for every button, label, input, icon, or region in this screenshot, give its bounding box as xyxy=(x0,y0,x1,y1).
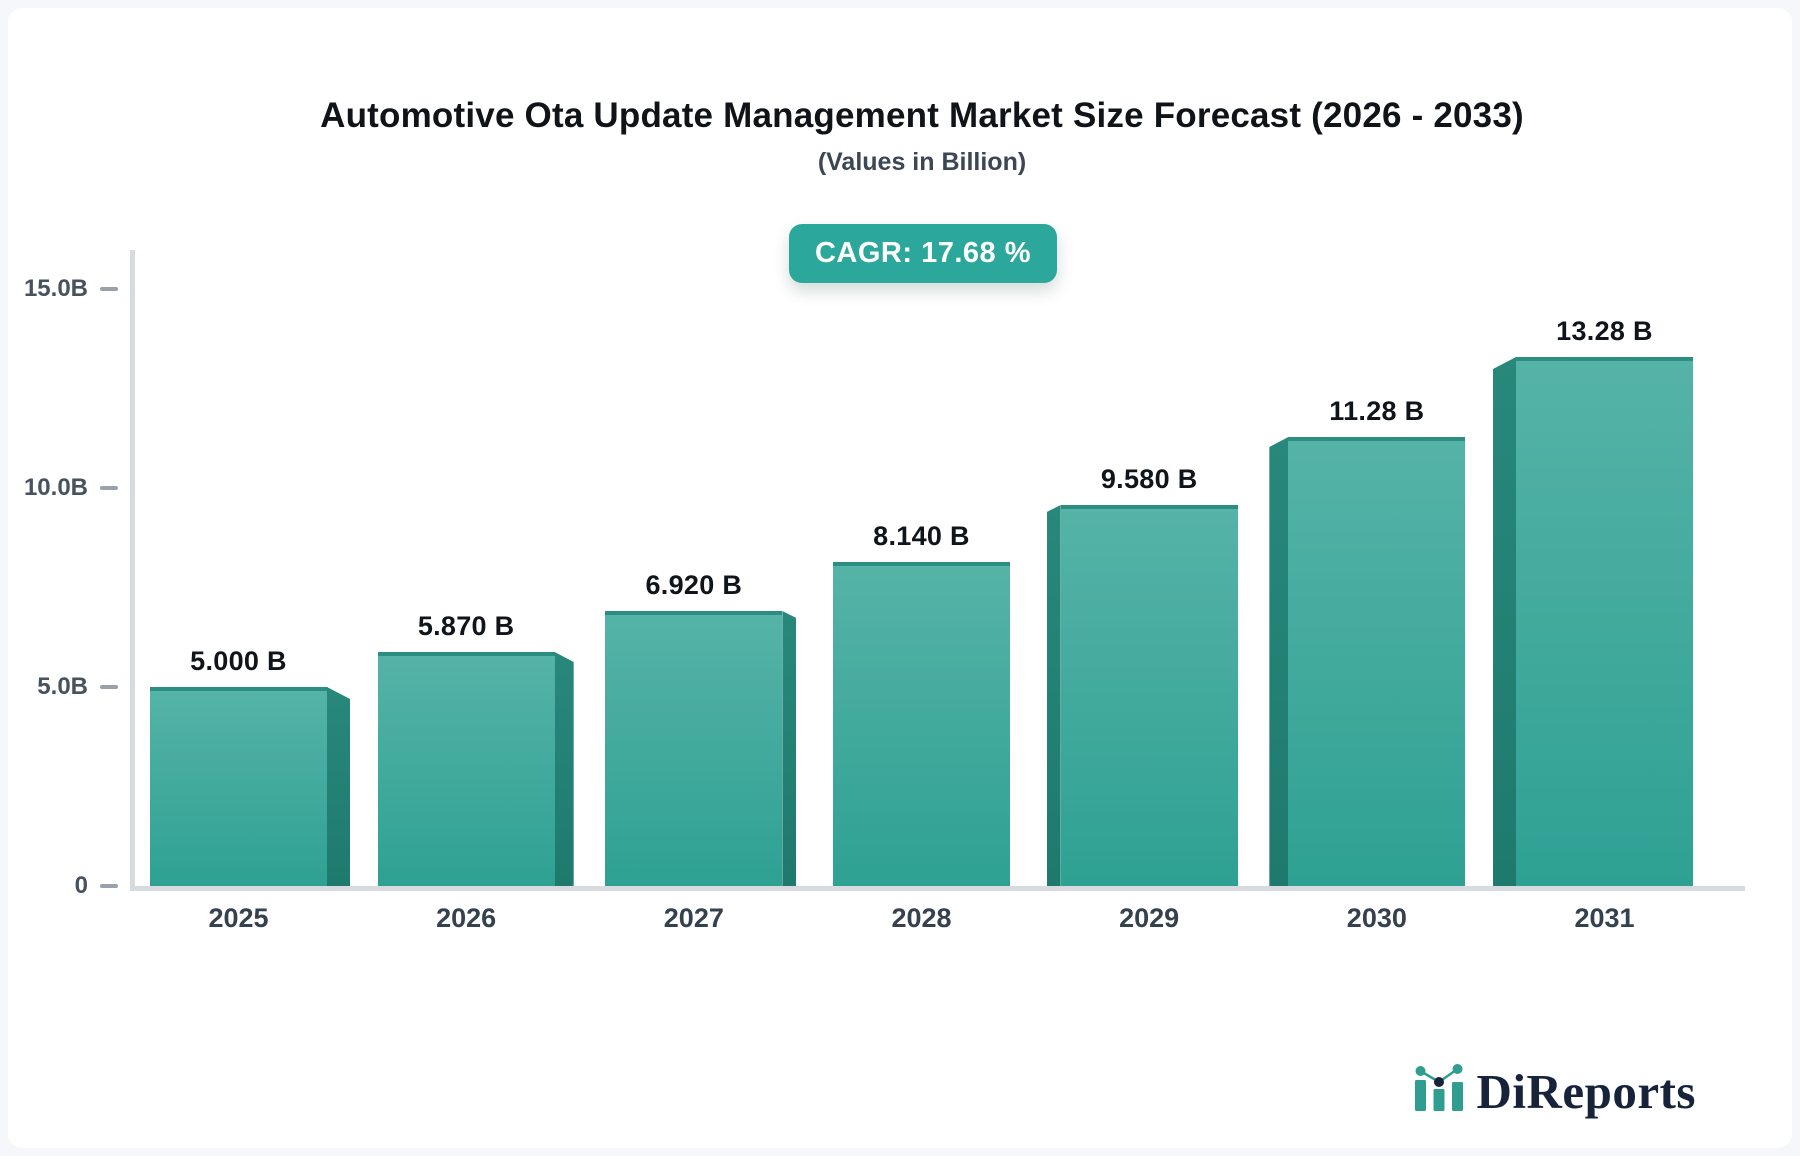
x-tick-label-2028: 2028 xyxy=(891,903,952,933)
chart-subtitle: (Values in Billion) xyxy=(817,148,1027,176)
bar-value-label-2030: 11.28 B xyxy=(1329,396,1425,426)
bar-face-2028 xyxy=(833,562,1010,886)
x-axis-line xyxy=(130,886,1745,891)
bar-2028[interactable]: 8.140 B xyxy=(833,521,1010,886)
bar-2030[interactable]: 11.28 B xyxy=(1269,396,1466,886)
x-tick-label-2026: 2026 xyxy=(436,903,497,933)
y-tick-mark-0 xyxy=(100,884,118,888)
brand-logo[interactable]: DiReports xyxy=(1411,1058,1696,1119)
y-tick-label-10: 10.0B xyxy=(23,474,88,501)
bar-value-label-2029: 9.580 B xyxy=(1100,464,1198,494)
chart-title: Automotive Ota Update Management Market … xyxy=(320,96,1524,135)
bar-2025[interactable]: 5.000 B xyxy=(150,646,350,886)
logo-text: DiReports xyxy=(1476,1063,1696,1119)
bar-side-2026 xyxy=(554,652,574,886)
bar-value-label-2031: 13.28 B xyxy=(1556,316,1653,346)
bar-value-label-2026: 5.870 B xyxy=(417,611,515,641)
bar-face-2029 xyxy=(1060,505,1238,886)
x-tick-label-2029: 2029 xyxy=(1119,903,1180,933)
y-tick-label-15: 15.0B xyxy=(23,275,88,302)
cagr-badge: CAGR: 17.68 % xyxy=(788,224,1058,283)
bar-2029[interactable]: 9.580 B xyxy=(1046,464,1238,886)
bar-side-2025 xyxy=(327,687,350,886)
x-tick-label-2025: 2025 xyxy=(208,903,269,933)
bar-face-2027 xyxy=(605,611,783,886)
bar-value-label-2028: 8.140 B xyxy=(873,521,970,551)
bar-face-2030 xyxy=(1288,437,1466,886)
bar-value-label-2025: 5.000 B xyxy=(190,646,287,676)
y-tick-label-0: 0 xyxy=(74,872,88,899)
bar-side-2029 xyxy=(1046,505,1061,886)
bar-side-2030 xyxy=(1269,437,1289,886)
x-tick-label-2031: 2031 xyxy=(1574,903,1635,933)
y-tick-mark-10 xyxy=(100,486,118,490)
y-axis-line xyxy=(130,250,135,891)
y-tick-mark-5 xyxy=(100,685,118,689)
bar-value-label-2027: 6.920 B xyxy=(645,570,743,600)
bar-face-2026 xyxy=(377,652,555,886)
bar-side-2031 xyxy=(1493,357,1517,886)
y-tick-label-5: 5.0B xyxy=(37,673,88,700)
x-tick-label-2030: 2030 xyxy=(1346,903,1407,933)
bar-2026[interactable]: 5.870 B xyxy=(377,611,574,886)
bar-face-2031 xyxy=(1516,357,1694,886)
y-tick-mark-15 xyxy=(100,287,118,291)
logo-chart-icon xyxy=(1415,1064,1464,1111)
bar-side-2027 xyxy=(782,611,797,886)
bar-face-2025 xyxy=(150,687,327,886)
bar-2031[interactable]: 13.28 B xyxy=(1493,316,1694,886)
bar-2027[interactable]: 6.920 B xyxy=(605,570,797,886)
x-tick-label-2027: 2027 xyxy=(663,903,724,933)
